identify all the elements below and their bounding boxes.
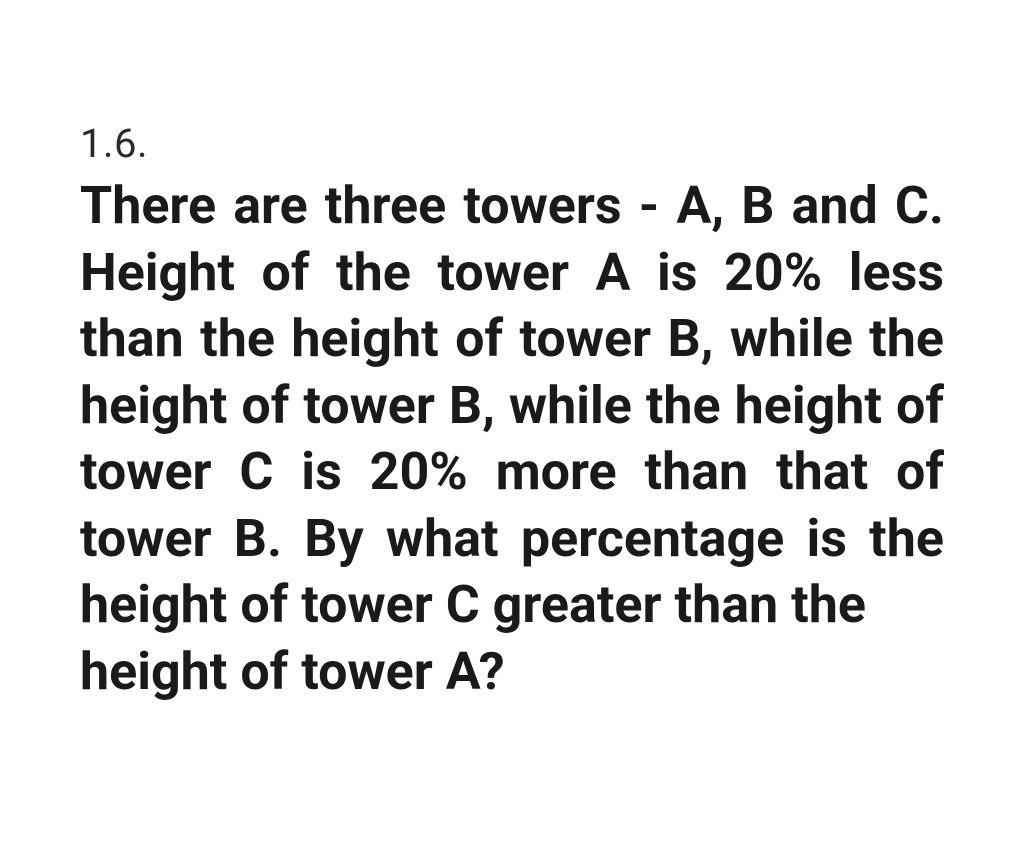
question-body-justified: There are three towers - A, B and C. Hei… — [80, 175, 944, 635]
question-body-last-line: height of tower A? — [80, 639, 944, 706]
question-body: There are three towers - A, B and C. Hei… — [80, 173, 944, 705]
question-page: 1.6. There are three towers - A, B and C… — [0, 0, 1024, 866]
question-number: 1.6. — [80, 120, 944, 167]
